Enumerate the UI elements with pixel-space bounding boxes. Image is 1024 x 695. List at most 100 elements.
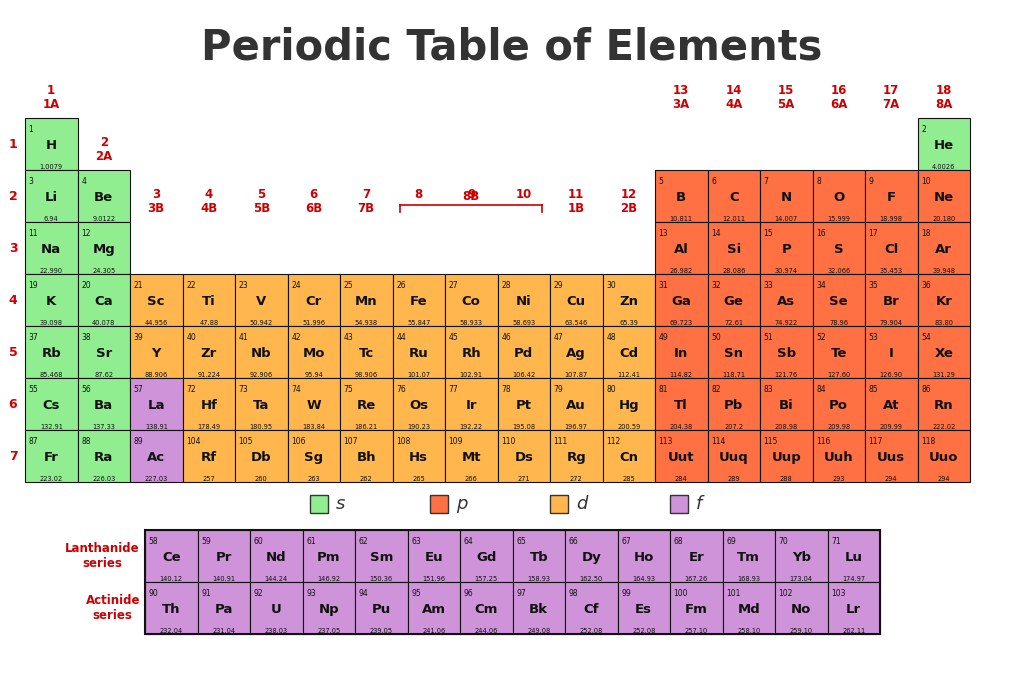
Text: 92: 92 bbox=[254, 589, 263, 598]
Text: Ga: Ga bbox=[672, 295, 691, 308]
Text: 78.96: 78.96 bbox=[829, 320, 848, 326]
Bar bbox=[145, 530, 880, 634]
Text: 190.23: 190.23 bbox=[408, 424, 430, 430]
Bar bbox=[302, 582, 355, 634]
Text: 9.0122: 9.0122 bbox=[92, 215, 116, 222]
Text: 12: 12 bbox=[81, 229, 91, 238]
Text: 140.91: 140.91 bbox=[212, 575, 236, 582]
Bar bbox=[234, 378, 288, 430]
Text: Pb: Pb bbox=[724, 398, 743, 411]
Text: 11: 11 bbox=[568, 188, 585, 200]
Text: 32: 32 bbox=[712, 281, 721, 291]
Bar bbox=[602, 430, 655, 482]
Bar bbox=[130, 430, 182, 482]
Text: Pd: Pd bbox=[514, 347, 534, 359]
Bar bbox=[25, 326, 78, 378]
Text: 289: 289 bbox=[727, 476, 740, 482]
Text: 85: 85 bbox=[868, 385, 879, 394]
Text: 16: 16 bbox=[816, 229, 825, 238]
Text: 4B: 4B bbox=[200, 202, 217, 215]
Text: 1: 1 bbox=[8, 138, 17, 151]
Bar bbox=[512, 582, 565, 634]
Text: 49: 49 bbox=[658, 334, 669, 342]
Text: 8: 8 bbox=[816, 177, 821, 186]
Bar bbox=[918, 326, 970, 378]
Text: 265: 265 bbox=[413, 476, 425, 482]
Text: 102: 102 bbox=[778, 589, 793, 598]
Text: Es: Es bbox=[635, 603, 652, 616]
Text: 192.22: 192.22 bbox=[460, 424, 482, 430]
Text: 12.011: 12.011 bbox=[722, 215, 745, 222]
Text: 53: 53 bbox=[868, 334, 879, 342]
Text: 263: 263 bbox=[307, 476, 321, 482]
Text: 14: 14 bbox=[712, 229, 721, 238]
Text: 239.05: 239.05 bbox=[370, 628, 393, 634]
Text: K: K bbox=[46, 295, 56, 308]
Text: 26: 26 bbox=[396, 281, 406, 291]
Text: 79.904: 79.904 bbox=[880, 320, 903, 326]
Text: 51: 51 bbox=[764, 334, 773, 342]
Bar bbox=[145, 530, 198, 582]
Text: 28.086: 28.086 bbox=[722, 268, 745, 274]
Text: 113: 113 bbox=[658, 437, 673, 446]
Text: 162.50: 162.50 bbox=[580, 575, 603, 582]
Text: 76: 76 bbox=[396, 385, 406, 394]
Bar bbox=[25, 274, 78, 326]
Text: 7: 7 bbox=[362, 188, 371, 200]
Text: 83.80: 83.80 bbox=[934, 320, 953, 326]
Bar bbox=[617, 530, 670, 582]
Text: 5A: 5A bbox=[777, 97, 795, 111]
Text: 95: 95 bbox=[412, 589, 421, 598]
Bar bbox=[78, 274, 130, 326]
Text: Bi: Bi bbox=[779, 398, 794, 411]
Text: 241.06: 241.06 bbox=[422, 628, 445, 634]
Text: 30: 30 bbox=[606, 281, 615, 291]
Bar bbox=[355, 530, 408, 582]
Bar bbox=[25, 118, 78, 170]
Bar bbox=[617, 582, 670, 634]
Text: 144.24: 144.24 bbox=[264, 575, 288, 582]
Bar bbox=[723, 582, 775, 634]
Bar bbox=[288, 274, 340, 326]
Text: 45: 45 bbox=[449, 334, 459, 342]
Bar bbox=[498, 430, 550, 482]
Text: 89: 89 bbox=[134, 437, 143, 446]
Text: 14: 14 bbox=[726, 83, 742, 97]
Text: Cu: Cu bbox=[566, 295, 586, 308]
Text: Ti: Ti bbox=[202, 295, 216, 308]
Text: Sc: Sc bbox=[147, 295, 165, 308]
Text: Kr: Kr bbox=[935, 295, 952, 308]
Bar bbox=[918, 222, 970, 274]
Text: 6.94: 6.94 bbox=[44, 215, 58, 222]
Text: 7: 7 bbox=[8, 450, 17, 462]
Text: Ba: Ba bbox=[94, 398, 114, 411]
Bar bbox=[78, 222, 130, 274]
Bar bbox=[392, 326, 445, 378]
Text: Cr: Cr bbox=[305, 295, 322, 308]
Text: Rn: Rn bbox=[934, 398, 953, 411]
Text: 26.982: 26.982 bbox=[670, 268, 693, 274]
Text: Bh: Bh bbox=[356, 450, 376, 464]
Text: 285: 285 bbox=[623, 476, 635, 482]
Text: 46: 46 bbox=[501, 334, 511, 342]
Text: 78: 78 bbox=[501, 385, 511, 394]
Bar bbox=[355, 582, 408, 634]
Text: 102.91: 102.91 bbox=[460, 372, 482, 378]
Text: In: In bbox=[674, 347, 688, 359]
Text: 200.59: 200.59 bbox=[617, 424, 640, 430]
Text: 96: 96 bbox=[464, 589, 473, 598]
Bar bbox=[602, 274, 655, 326]
Text: 1: 1 bbox=[29, 125, 34, 134]
Text: Uuh: Uuh bbox=[824, 450, 854, 464]
Text: Mn: Mn bbox=[355, 295, 378, 308]
Text: He: He bbox=[934, 138, 953, 152]
Bar bbox=[670, 530, 723, 582]
Text: 71: 71 bbox=[831, 537, 841, 546]
Text: 92.906: 92.906 bbox=[250, 372, 272, 378]
Text: 75: 75 bbox=[344, 385, 353, 394]
Bar bbox=[25, 170, 78, 222]
Text: Fm: Fm bbox=[685, 603, 708, 616]
Bar bbox=[708, 274, 760, 326]
Text: 101: 101 bbox=[726, 589, 740, 598]
Bar bbox=[498, 274, 550, 326]
